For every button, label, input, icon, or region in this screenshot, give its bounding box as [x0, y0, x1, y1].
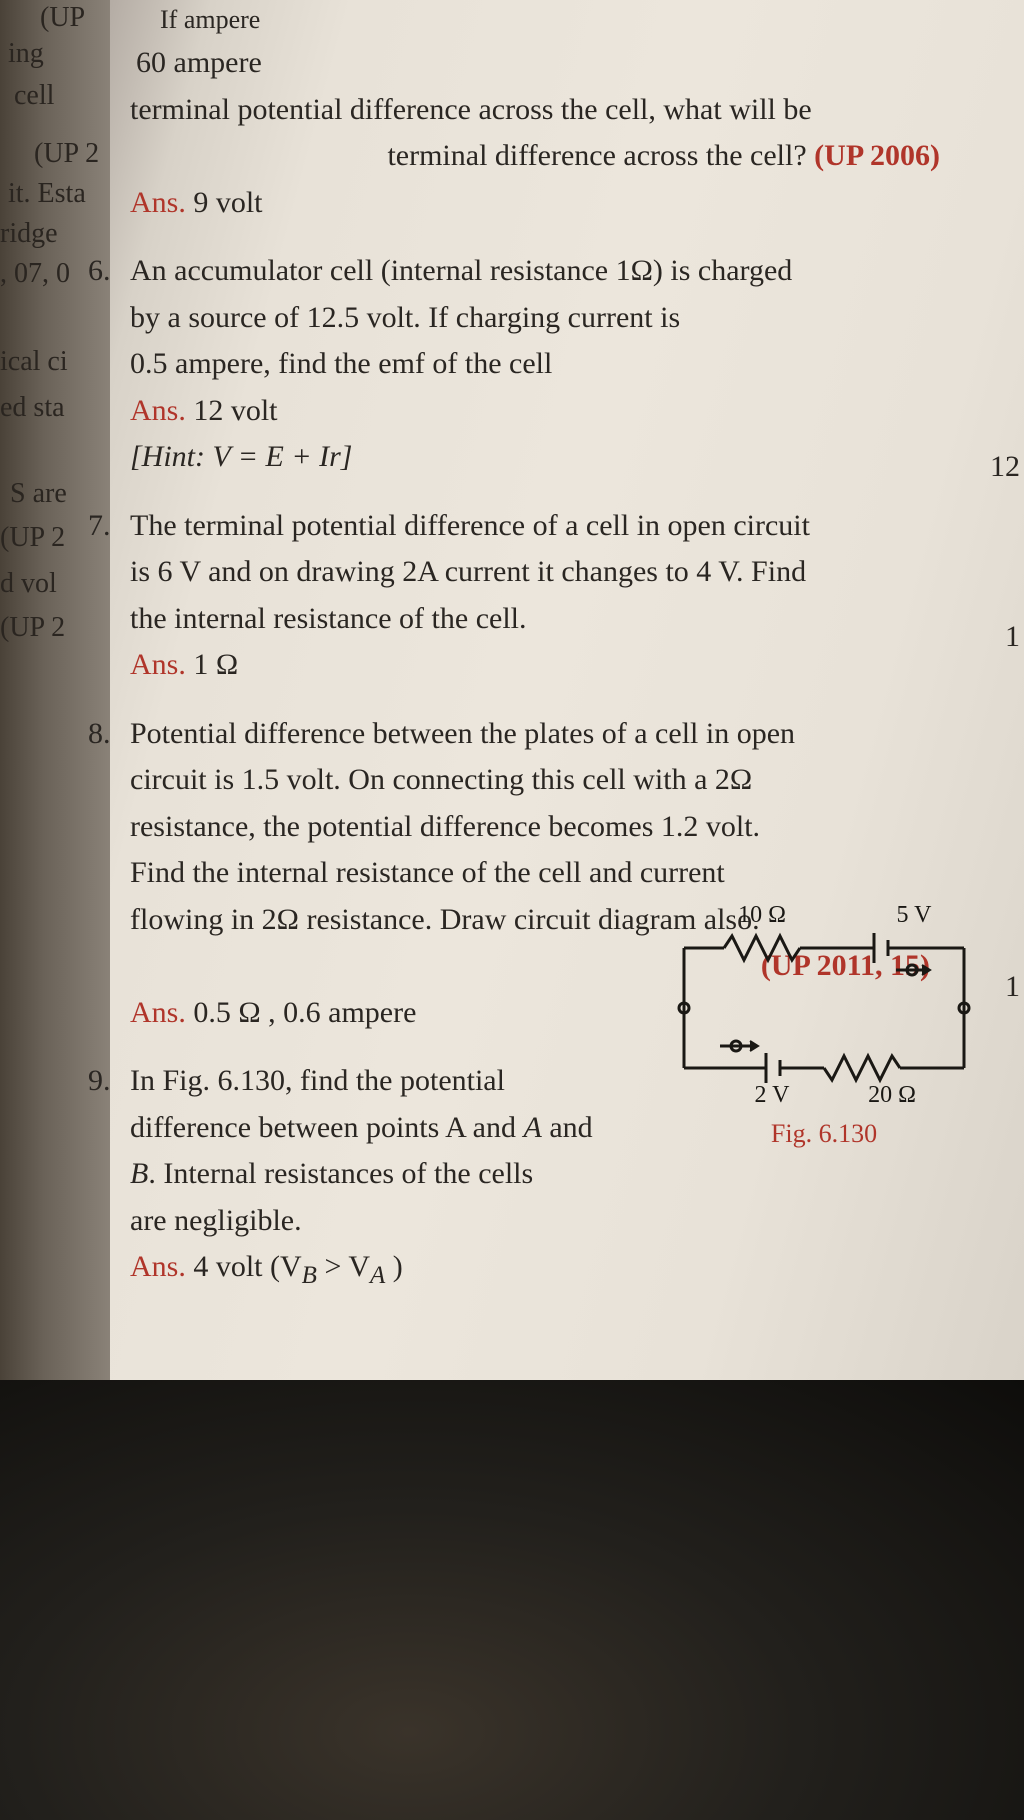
q9-line: are negligible.	[130, 1198, 610, 1245]
q5-line: 60 ampere	[130, 40, 950, 87]
q9-line: B. Internal resistances of the cells	[130, 1151, 610, 1198]
q7-line: the internal resistance of the cell.	[130, 596, 950, 643]
circuit-figure: 10 Ω 5 V 2 V 20 Ω Fig. 6.130	[664, 898, 984, 1149]
q8-line: circuit is 1.5 volt. On connecting this …	[130, 757, 950, 804]
q5-fragment: If ampere 60 ampere terminal potential d…	[130, 0, 950, 226]
q6-line: by a source of 12.5 volt. If charging cu…	[130, 295, 950, 342]
margin-frag: S are	[10, 478, 67, 510]
margin-frag: (UP 2	[0, 522, 65, 554]
q5-frag-top: If ampere	[130, 0, 950, 40]
margin-frag: ing	[8, 38, 44, 70]
dark-foreground	[0, 1380, 1024, 1820]
q6-line: An accumulator cell (internal resistance…	[130, 248, 950, 295]
question-6: 6. An accumulator cell (internal resista…	[130, 248, 950, 481]
circuit-svg: 10 Ω 5 V 2 V 20 Ω	[664, 898, 984, 1108]
q5-line: terminal potential difference across the…	[130, 87, 950, 134]
q9-number: 9.	[88, 1058, 111, 1105]
q7-number: 7.	[88, 503, 111, 550]
margin-frag: , 07, 0	[0, 258, 70, 290]
q8-line: resistance, the potential difference bec…	[130, 804, 950, 851]
fig-label-v1: 5 V	[897, 902, 933, 928]
fig-label-r1: 10 Ω	[738, 902, 786, 928]
q8-number: 8.	[88, 711, 111, 758]
q6-answer: Ans. 12 volt	[130, 388, 950, 435]
q8-line: Find the internal resistance of the cell…	[130, 850, 950, 897]
textbook-page: (UP ing cell (UP 2 it. Esta ridge , 07, …	[0, 0, 1024, 1450]
margin-frag: ridge	[0, 218, 58, 250]
fig-label-v2: 2 V	[755, 1082, 791, 1108]
q5-ref: terminal difference across the cell? (UP…	[130, 133, 950, 180]
margin-frag: it. Esta	[8, 178, 86, 210]
q9-line: In Fig. 6.130, find the potential	[130, 1058, 610, 1105]
question-7: 7. The terminal potential difference of …	[130, 503, 950, 689]
q6-number: 6.	[88, 248, 111, 295]
q6-line: 0.5 ampere, find the emf of the cell	[130, 341, 950, 388]
margin-frag: (UP 2	[0, 612, 65, 644]
q7-answer: Ans. 1 Ω	[130, 642, 950, 689]
fig-label-r2: 20 Ω	[868, 1082, 916, 1108]
margin-frag: (UP	[40, 2, 85, 34]
edge-num: 1	[1005, 620, 1020, 654]
q6-hint: [Hint: V = E + Ir]	[130, 434, 950, 481]
q7-line: is 6 V and on drawing 2A current it chan…	[130, 549, 950, 596]
margin-frag: ed sta	[0, 392, 65, 424]
margin-frag: d vol	[0, 568, 57, 600]
q8-line: Potential difference between the plates …	[130, 711, 950, 758]
edge-num: 1	[1005, 970, 1020, 1004]
q9-answer: Ans. 4 volt (VB > VA )	[130, 1244, 610, 1296]
figure-caption: Fig. 6.130	[664, 1119, 984, 1149]
margin-frag: cell	[14, 80, 54, 112]
q7-line: The terminal potential difference of a c…	[130, 503, 950, 550]
q9-line: difference between points A and A and	[130, 1105, 610, 1152]
question-9: 9. In Fig. 6.130, find the potential dif…	[130, 1058, 610, 1296]
margin-frag: ical ci	[0, 346, 68, 378]
q5-answer: Ans. 9 volt	[130, 180, 950, 227]
edge-num: 12	[990, 450, 1020, 484]
margin-frag: (UP 2	[34, 138, 99, 170]
